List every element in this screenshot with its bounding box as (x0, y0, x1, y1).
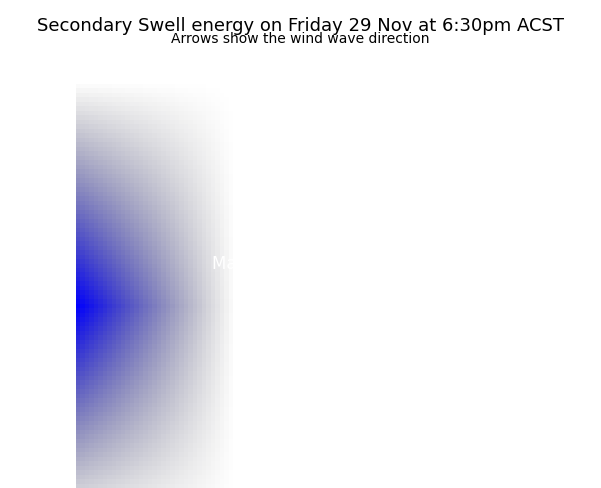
Text: Map requires cartopy: Map requires cartopy (212, 255, 389, 272)
Text: Arrows show the wind wave direction: Arrows show the wind wave direction (171, 32, 430, 46)
Text: Secondary Swell energy on Friday 29 Nov at 6:30pm ACST: Secondary Swell energy on Friday 29 Nov … (37, 17, 564, 35)
